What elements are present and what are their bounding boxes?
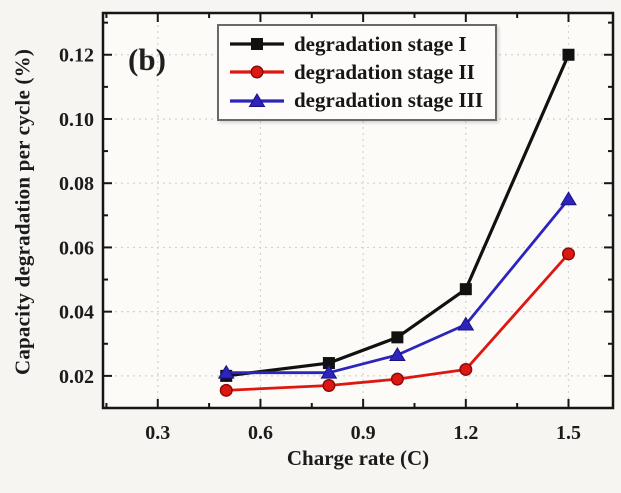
svg-text:0.04: 0.04	[59, 302, 94, 324]
x-tick-labels: 0.3 0.6 0.9 1.2 1.5	[145, 422, 581, 444]
legend-label-stage-3: degradation stage III	[294, 88, 484, 113]
svg-text:0.6: 0.6	[248, 422, 273, 444]
legend-item-stage-2: degradation stage II	[227, 58, 483, 86]
legend-marker-stage-1-icon	[230, 38, 284, 51]
legend-label-stage-1: degradation stage I	[294, 31, 467, 56]
legend-label-stage-2: degradation stage II	[294, 59, 475, 84]
legend-item-stage-1: degradation stage I	[227, 30, 483, 58]
legend-marker-stage-2-icon	[230, 65, 284, 79]
y-tick-labels: 0.02 0.04 0.06 0.08 0.10 0.12	[59, 45, 94, 388]
svg-text:0.3: 0.3	[145, 422, 170, 444]
plot-frame	[101, 11, 615, 410]
svg-text:1.2: 1.2	[453, 422, 478, 444]
svg-text:0.10: 0.10	[59, 109, 94, 131]
legend-marker-stage-3-icon	[230, 92, 284, 107]
svg-text:0.9: 0.9	[351, 422, 376, 444]
gridlines	[103, 13, 613, 408]
svg-text:0.08: 0.08	[59, 173, 94, 195]
svg-text:0.12: 0.12	[59, 45, 94, 67]
legend-item-stage-3: degradation stage III	[227, 87, 483, 115]
svg-text:1.5: 1.5	[556, 422, 581, 444]
series-degradation-stage-3	[217, 191, 577, 379]
series-degradation-stage-2	[219, 247, 576, 397]
panel-label: (b)	[128, 42, 166, 77]
x-axis-title: Charge rate (C)	[286, 446, 430, 470]
svg-text:0.06: 0.06	[59, 237, 94, 259]
legend: degradation stage I degradation stage II…	[217, 24, 498, 121]
axis-ticks	[103, 13, 613, 408]
y-axis-title: Capacity degradation per cycle (%)	[10, 48, 35, 376]
svg-text:0.02: 0.02	[59, 366, 94, 388]
